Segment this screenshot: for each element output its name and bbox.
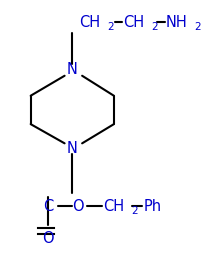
Text: N: N [67,141,78,156]
Text: O: O [72,199,84,214]
Text: 2: 2 [131,206,138,216]
Text: 2: 2 [151,22,158,32]
Text: C: C [43,199,53,214]
Text: CH: CH [123,15,144,30]
Text: N: N [67,62,78,77]
Text: 2: 2 [107,22,114,32]
Text: 2: 2 [194,22,200,32]
Text: CH: CH [103,199,124,214]
Text: CH: CH [79,15,100,30]
Text: O: O [42,230,54,246]
Text: Ph: Ph [143,199,162,214]
Text: NH: NH [165,15,187,30]
